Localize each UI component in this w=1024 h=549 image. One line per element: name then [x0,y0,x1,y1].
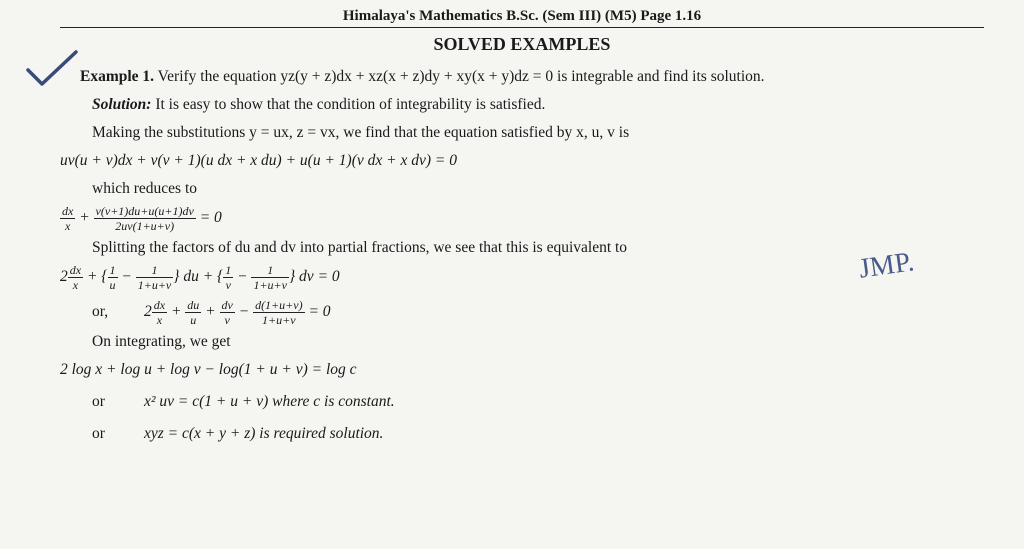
equation-6-row: or x² uv = c(1 + u + v) where c is const… [92,386,984,418]
example-label: Example 1. [80,68,154,85]
equation-3: 2 dx x + { 1 u − 1 1+u+v } du + { 1 v − … [60,264,984,291]
header-rule [60,27,984,28]
equation-7-row: or xyz = c(x + y + z) is required soluti… [92,418,984,450]
on-integrating: On integrating, we get [92,330,984,354]
eq3-frac3: 1 1+u+v [136,264,174,291]
eq3-frac2: 1 u [108,264,118,291]
equation-4-row: or, 2 dx x + du u + dv v − d(1+u+v) 1+u+… [92,295,984,330]
eq2-frac2: v(v+1)du+u(u+1)dv 2uv(1+u+v) [94,205,196,232]
eq3-frac5: 1 1+u+v [251,264,289,291]
eq4-frac4: d(1+u+v) 1+u+v [253,299,305,326]
eq3-frac1: dx x [68,264,83,291]
equation-6: x² uv = c(1 + u + v) where c is constant… [144,390,395,414]
example-statement: Example 1. Verify the equation yz(y + z)… [60,65,984,89]
equation-7: xyz = c(x + y + z) is required solution. [144,422,383,446]
solution-intro-text: It is easy to show that the condition of… [155,96,545,113]
eq4-frac2: du u [185,299,201,326]
eq2-frac1: dx x [60,205,75,232]
or-label-1: or, [92,300,120,324]
or-label-2: or [92,390,120,414]
which-reduces: which reduces to [92,177,984,201]
solution-label: Solution: [92,96,151,113]
eq4-frac1: dx x [152,299,167,326]
equation-2: dx x + v(v+1)du+u(u+1)dv 2uv(1+u+v) = 0 [60,205,984,232]
or-label-3: or [92,422,120,446]
book-header: Himalaya's Mathematics B.Sc. (Sem III) (… [60,8,984,25]
solution-intro: Solution: It is easy to show that the co… [92,93,984,117]
example-text: Verify the equation yz(y + z)dx + xz(x +… [158,68,765,85]
equation-5: 2 log x + log u + log v − log(1 + u + v)… [60,358,984,382]
making-substitution: Making the substitutions y = ux, z = vx,… [92,121,984,145]
eq4-frac3: dv v [220,299,235,326]
equation-4: 2 dx x + du u + dv v − d(1+u+v) 1+u+v = … [144,299,331,326]
eq3-frac4: 1 v [223,264,233,291]
section-title: SOLVED EXAMPLES [60,34,984,55]
splitting-text: Splitting the factors of du and dv into … [92,236,984,260]
equation-1: uv(u + v)dx + v(v + 1)(u dx + x du) + u(… [60,149,984,173]
